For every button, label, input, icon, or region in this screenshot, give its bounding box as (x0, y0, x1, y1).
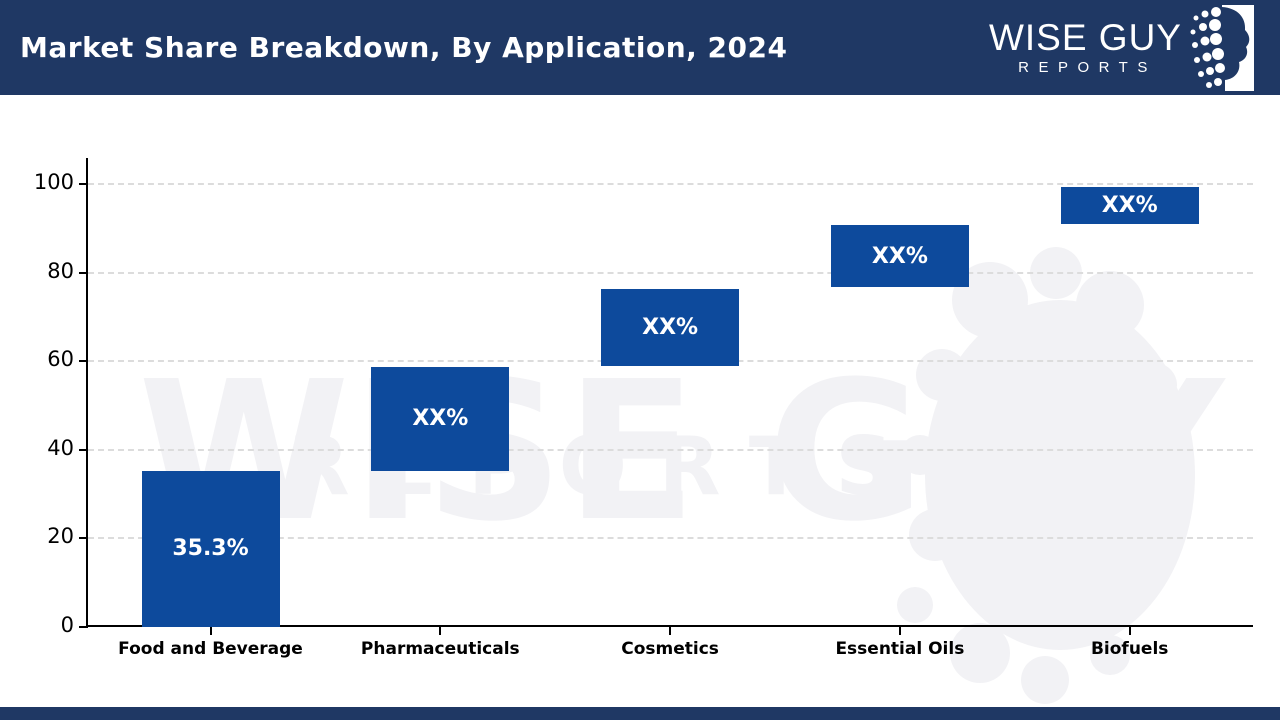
x-axis-line (86, 625, 1253, 627)
gridline (88, 183, 1253, 186)
gridline (88, 448, 1253, 451)
footer-bar (0, 707, 1280, 720)
bar: XX% (1060, 186, 1199, 224)
logo-wordmark-line1: WISE GUY (988, 17, 1182, 58)
x-tick (898, 627, 901, 635)
x-tick (439, 627, 442, 635)
x-category-label: Food and Beverage (118, 639, 303, 659)
y-tick (79, 183, 88, 186)
y-tick (79, 626, 88, 628)
x-category-label: Pharmaceuticals (360, 639, 520, 659)
bar-value-label: XX% (642, 315, 699, 341)
bar: XX% (830, 225, 969, 288)
y-tick-label: 20 (47, 524, 74, 549)
bar-value-label: 35.3% (172, 536, 249, 562)
wiseguy-logo: WISE GUY REPORTS (989, 4, 1254, 91)
y-tick-label: 0 (60, 613, 74, 637)
x-tick (669, 627, 672, 635)
logo-wordmark-line2: REPORTS (1018, 59, 1157, 76)
bar: 35.3% (141, 470, 280, 627)
y-tick-label: 100 (33, 170, 74, 195)
bar-value-label: XX% (1101, 192, 1158, 218)
bar-value-label: XX% (871, 243, 928, 269)
y-tick-label: 80 (47, 258, 74, 283)
x-tick (1128, 627, 1131, 635)
gridline (88, 271, 1253, 274)
y-tick-label: 60 (47, 347, 74, 372)
y-tick (79, 448, 88, 451)
gridline (88, 537, 1253, 540)
y-tick (79, 537, 88, 540)
bar: XX% (601, 289, 740, 367)
y-tick (79, 360, 88, 363)
y-tick (79, 271, 88, 274)
x-category-label: Essential Oils (835, 639, 965, 659)
header-bar: Market Share Breakdown, By Application, … (0, 0, 1280, 95)
x-category-label: Biofuels (1090, 639, 1169, 659)
watermark-face-icon (897, 247, 1195, 704)
watermark: WISE GUY REPORTS (0, 95, 1280, 707)
x-tick (209, 627, 212, 635)
bar-value-label: XX% (412, 406, 469, 432)
y-axis-line (86, 158, 88, 627)
y-tick-label: 40 (47, 435, 74, 460)
logo-face-icon (1190, 4, 1254, 91)
x-category-label: Cosmetics (621, 639, 719, 659)
bar: XX% (371, 367, 510, 471)
logo-wordmark: WISE GUY REPORTS (989, 19, 1182, 76)
page-title: Market Share Breakdown, By Application, … (20, 31, 788, 64)
